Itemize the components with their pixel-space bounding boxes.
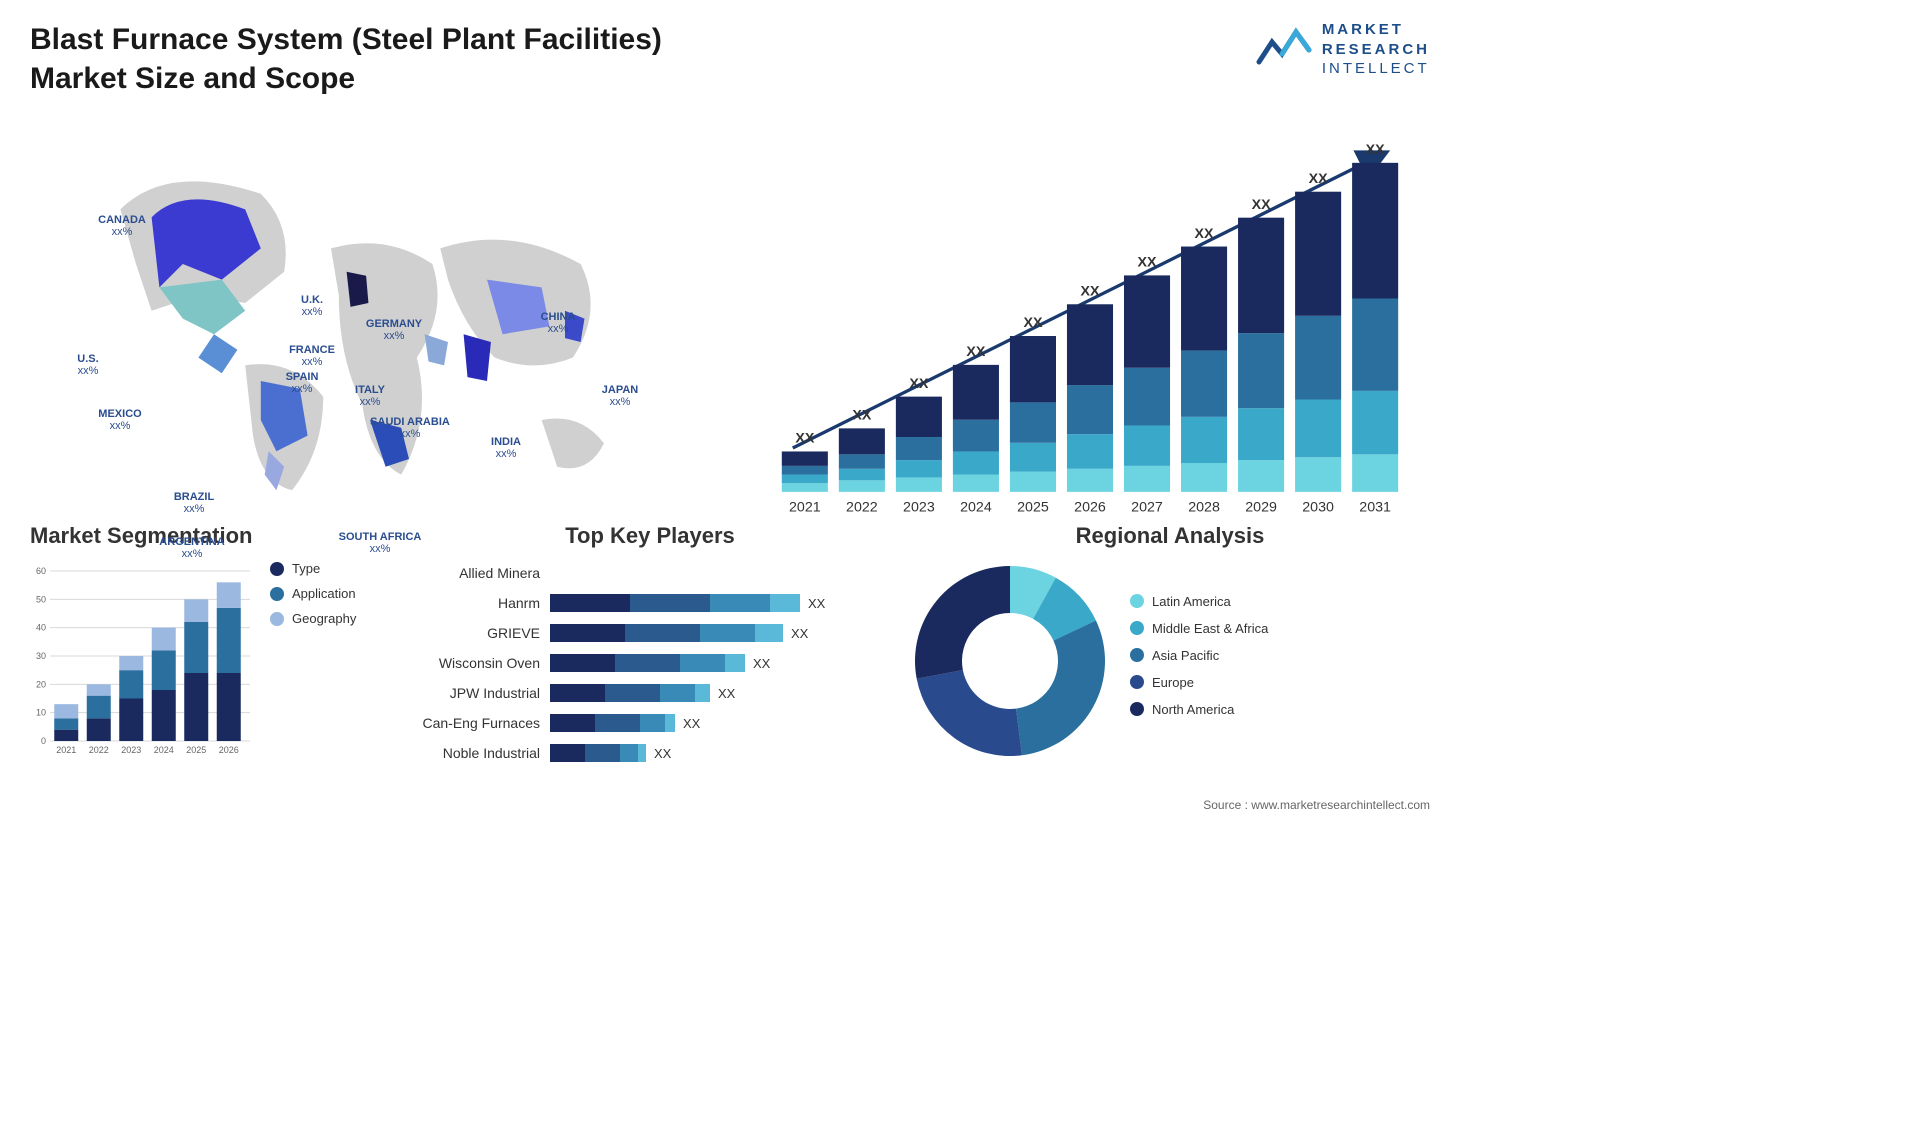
map-label: GERMANYxx% bbox=[366, 318, 422, 342]
map-label: ITALYxx% bbox=[355, 384, 385, 408]
map-label: SOUTH AFRICAxx% bbox=[339, 531, 422, 555]
player-row: Wisconsin OvenXX bbox=[420, 651, 880, 675]
segmentation-legend: Type Application Geography bbox=[270, 561, 356, 761]
svg-text:2026: 2026 bbox=[219, 745, 239, 755]
player-row: Noble IndustrialXX bbox=[420, 741, 880, 765]
svg-text:XX: XX bbox=[1195, 226, 1215, 242]
map-label: U.K.xx% bbox=[301, 294, 323, 318]
map-label: JAPANxx% bbox=[602, 384, 638, 408]
legend-item: Type bbox=[270, 561, 356, 576]
map-label: SPAINxx% bbox=[286, 371, 319, 395]
svg-text:2030: 2030 bbox=[1302, 500, 1334, 516]
players-panel: Top Key Players Allied MineraHanrmXXGRIE… bbox=[420, 523, 880, 771]
svg-text:2025: 2025 bbox=[1017, 500, 1049, 516]
svg-text:XX: XX bbox=[1309, 171, 1329, 187]
player-row: Can-Eng FurnacesXX bbox=[420, 711, 880, 735]
svg-text:2028: 2028 bbox=[1188, 500, 1220, 516]
player-row: HanrmXX bbox=[420, 591, 880, 615]
map-label: U.S.xx% bbox=[77, 353, 98, 377]
map-label: CHINAxx% bbox=[541, 311, 576, 335]
map-label: CANADAxx% bbox=[98, 214, 146, 238]
segmentation-chart: 0 10 20 30 40 50 60 2021 2022 2023 2024 2025 2026 bbox=[30, 561, 250, 761]
svg-text:0: 0 bbox=[41, 736, 46, 746]
svg-text:20: 20 bbox=[36, 679, 46, 689]
svg-text:XX: XX bbox=[966, 344, 986, 360]
map-label: ARGENTINAxx% bbox=[159, 536, 224, 560]
svg-text:2021: 2021 bbox=[789, 500, 821, 516]
svg-text:XX: XX bbox=[909, 376, 929, 392]
regional-donut-chart bbox=[910, 561, 1110, 761]
legend-item: North America bbox=[1130, 702, 1268, 717]
player-row: JPW IndustrialXX bbox=[420, 681, 880, 705]
svg-text:2022: 2022 bbox=[89, 745, 109, 755]
legend-item: Latin America bbox=[1130, 594, 1268, 609]
svg-text:2026: 2026 bbox=[1074, 500, 1106, 516]
logo-mark-icon bbox=[1254, 22, 1314, 77]
legend-item: Application bbox=[270, 586, 356, 601]
svg-text:60: 60 bbox=[36, 566, 46, 576]
brand-logo: MARKET RESEARCH INTELLECT bbox=[1254, 20, 1430, 79]
players-list: Allied Minera HanrmXX GRIEVEXX Wisconsin Ov… bbox=[420, 561, 880, 765]
svg-text:XX: XX bbox=[1366, 142, 1386, 158]
legend-item: Geography bbox=[270, 611, 356, 626]
legend-item: Europe bbox=[1130, 675, 1268, 690]
map-label: INDIAxx% bbox=[491, 436, 521, 460]
svg-text:2023: 2023 bbox=[121, 745, 141, 755]
svg-text:2024: 2024 bbox=[154, 745, 174, 755]
svg-text:2024: 2024 bbox=[960, 500, 992, 516]
svg-text:2027: 2027 bbox=[1131, 500, 1163, 516]
growth-bar-chart: XX2021XX2022XX2023XX2024XX2025XX2026XX20… bbox=[750, 108, 1430, 498]
svg-text:40: 40 bbox=[36, 623, 46, 633]
svg-text:2029: 2029 bbox=[1245, 500, 1277, 516]
svg-text:2022: 2022 bbox=[846, 500, 878, 516]
map-label: BRAZILxx% bbox=[174, 491, 214, 515]
svg-text:50: 50 bbox=[36, 594, 46, 604]
player-row: GRIEVEXX bbox=[420, 621, 880, 645]
svg-text:XX: XX bbox=[795, 431, 815, 447]
svg-text:XX: XX bbox=[1138, 255, 1158, 271]
logo-text: MARKET RESEARCH INTELLECT bbox=[1322, 20, 1430, 79]
world-map: CANADAxx%U.S.xx%MEXICOxx%BRAZILxx%ARGENT… bbox=[30, 108, 710, 498]
svg-text:30: 30 bbox=[36, 651, 46, 661]
svg-text:XX: XX bbox=[1080, 283, 1100, 299]
svg-text:XX: XX bbox=[1252, 197, 1272, 213]
svg-text:2031: 2031 bbox=[1359, 500, 1391, 516]
svg-text:2021: 2021 bbox=[56, 745, 76, 755]
map-label: MEXICOxx% bbox=[98, 408, 141, 432]
regional-legend: Latin America Middle East & Africa Asia Pa… bbox=[1130, 594, 1268, 729]
map-label: SAUDI ARABIAxx% bbox=[370, 416, 450, 440]
page-title: Blast Furnace System (Steel Plant Facili… bbox=[30, 20, 730, 98]
regional-panel: Regional Analysis Latin AmericaMiddle Ea… bbox=[910, 523, 1430, 771]
svg-text:2025: 2025 bbox=[186, 745, 206, 755]
legend-item: Asia Pacific bbox=[1130, 648, 1268, 663]
map-label: FRANCExx% bbox=[289, 344, 335, 368]
source-text: Source : www.marketresearchintellect.com bbox=[1203, 798, 1430, 812]
svg-text:10: 10 bbox=[36, 708, 46, 718]
segmentation-panel: Market Segmentation 01020304050602021202… bbox=[30, 523, 390, 771]
svg-text:2023: 2023 bbox=[903, 500, 935, 516]
svg-text:XX: XX bbox=[852, 408, 872, 424]
legend-item: Middle East & Africa bbox=[1130, 621, 1268, 636]
svg-text:XX: XX bbox=[1023, 315, 1043, 331]
player-row: Allied Minera bbox=[420, 561, 880, 585]
